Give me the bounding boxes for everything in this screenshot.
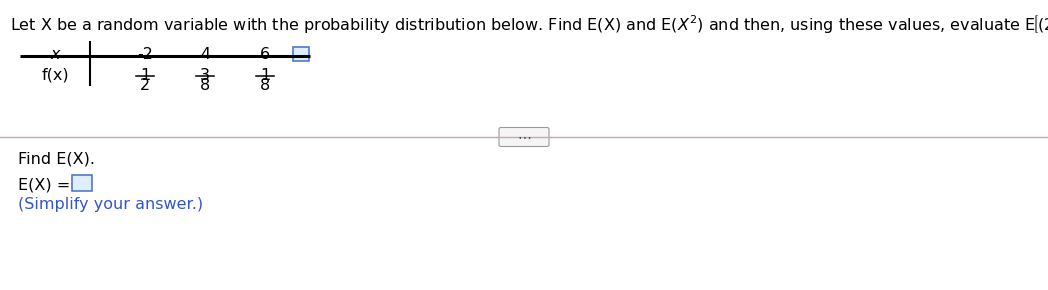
FancyBboxPatch shape	[72, 175, 92, 191]
Text: 4: 4	[200, 47, 210, 62]
Text: Let X be a random variable with the probability distribution below. Find E(X) an: Let X be a random variable with the prob…	[10, 13, 1048, 35]
Text: 1: 1	[139, 68, 150, 83]
Text: f(x): f(x)	[41, 68, 69, 83]
Text: E(X) =: E(X) =	[18, 178, 75, 193]
FancyBboxPatch shape	[293, 47, 309, 61]
Text: ⋯: ⋯	[517, 130, 531, 144]
Text: x: x	[50, 47, 60, 62]
Text: -2: -2	[137, 47, 153, 62]
Text: 2: 2	[140, 78, 150, 93]
Text: Find E(X).: Find E(X).	[18, 152, 95, 167]
Text: (Simplify your answer.): (Simplify your answer.)	[18, 197, 203, 212]
Text: 1: 1	[260, 68, 270, 83]
Text: 8: 8	[260, 78, 270, 93]
FancyBboxPatch shape	[499, 128, 549, 146]
Text: 3: 3	[200, 68, 210, 83]
Text: 6: 6	[260, 47, 270, 62]
Text: 8: 8	[200, 78, 211, 93]
